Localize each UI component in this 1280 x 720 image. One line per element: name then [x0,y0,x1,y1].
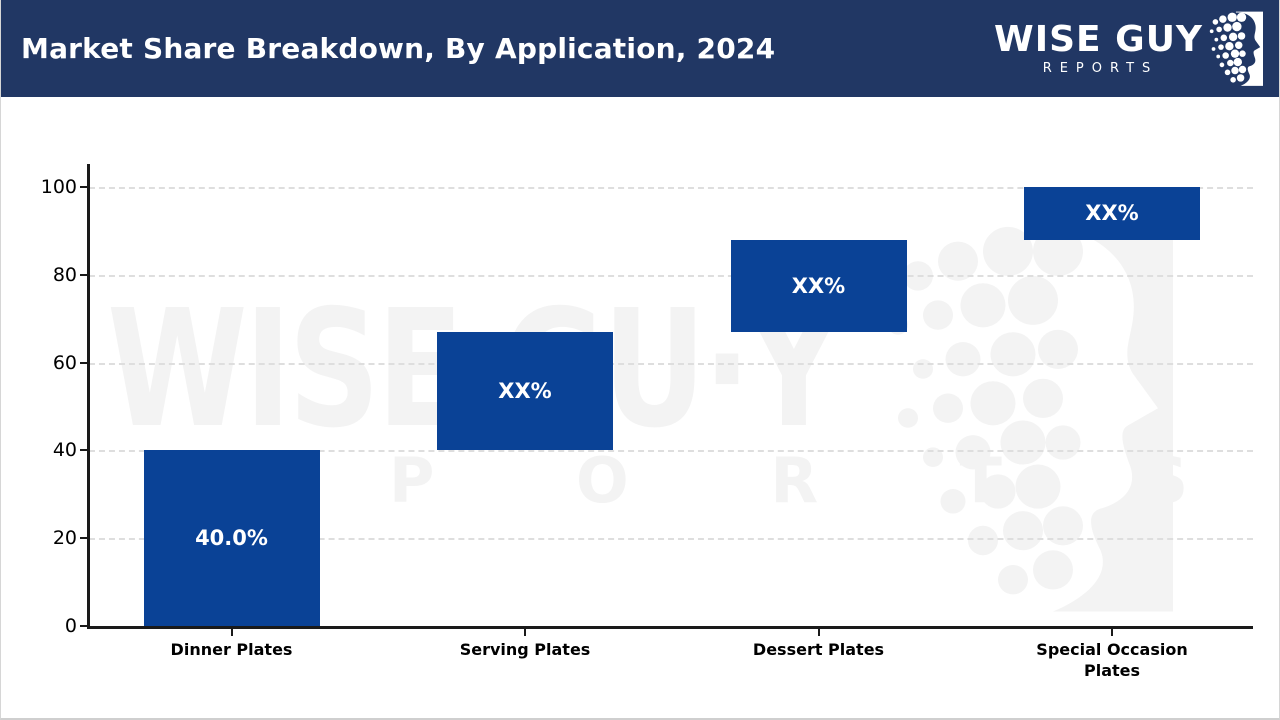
x-tick-mark-1 [230,629,233,636]
bar-dessert-plates: XX% [730,239,907,332]
y-tick-label-0: 0 [64,615,77,637]
header-banner: Market Share Breakdown, By Application, … [1,0,1279,97]
x-tick-mark-3 [817,629,820,636]
logo-text: WISE GUY REPORTS [993,19,1203,76]
y-tick-label-100: 100 [40,175,77,198]
bar-value-label: XX% [498,379,552,404]
page-title: Market Share Breakdown, By Application, … [21,32,776,65]
x-axis-line [87,626,1253,629]
x-category-label-dinner-plates: Dinner Plates [170,640,293,659]
dotted-face-logo-icon [1209,11,1263,86]
y-tick-mark-80 [80,273,88,276]
y-tick-label-40: 40 [52,439,77,462]
bar-value-label: XX% [791,273,846,298]
x-category-label-serving-plates: Serving Plates [459,640,591,659]
y-tick-mark-20 [80,537,88,540]
gridline-y-80 [89,274,1253,277]
gridline-y-20 [89,538,1253,541]
y-tick-label-20: 20 [52,527,77,550]
logo-wordmark: WISE GUY [993,19,1203,60]
y-tick-mark-0 [80,625,88,627]
y-tick-label-80: 80 [52,263,77,286]
bar-special-occasion-plates: XX% [1024,186,1200,240]
bar-serving-plates: XX% [437,331,613,451]
gridline-y-40 [89,450,1253,453]
bar-value-label: XX% [1085,201,1139,226]
plot-area: 40.0% XX% XX% XX% [89,165,1253,626]
y-tick-mark-100 [80,185,88,188]
y-axis-line [87,164,90,629]
y-tick-label-60: 60 [52,351,77,374]
wise-guy-reports-logo: WISE GUY REPORTS [994,10,1263,88]
x-tick-mark-4 [1111,629,1113,636]
x-category-label-special-occasion-plates: Special Occasion Plates [1036,640,1188,680]
bar-dinner-plates: 40.0% [143,450,320,626]
gridline-y-60 [89,362,1253,365]
gridline-y-100 [89,186,1253,189]
x-category-label-dessert-plates: Dessert Plates [752,640,885,659]
x-tick-mark-2 [524,629,526,636]
logo-subtitle: REPORTS [1042,61,1159,76]
bar-value-label: 40.0% [195,526,268,551]
y-tick-mark-40 [80,449,88,452]
y-tick-mark-60 [80,361,88,364]
